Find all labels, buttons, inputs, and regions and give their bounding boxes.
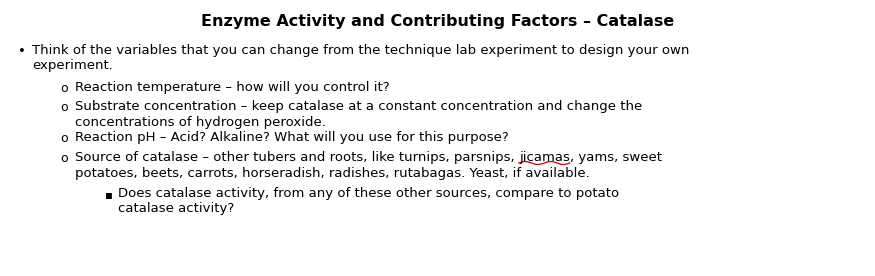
Text: Reaction temperature – how will you control it?: Reaction temperature – how will you cont… <box>75 81 389 94</box>
Text: , yams, sweet: , yams, sweet <box>570 151 662 164</box>
Text: o: o <box>60 101 67 114</box>
Text: Substrate concentration – keep catalase at a constant concentration and change t: Substrate concentration – keep catalase … <box>75 100 642 113</box>
Text: Think of the variables that you can change from the technique lab experiment to : Think of the variables that you can chan… <box>32 44 690 57</box>
Text: experiment.: experiment. <box>32 59 113 72</box>
Text: ▪: ▪ <box>105 188 113 201</box>
Text: •: • <box>18 45 26 58</box>
Text: o: o <box>60 152 67 165</box>
Text: potatoes, beets, carrots, horseradish, radishes, rutabagas. Yeast, if available.: potatoes, beets, carrots, horseradish, r… <box>75 167 590 180</box>
Text: o: o <box>60 82 67 95</box>
Text: Does catalase activity, from any of these other sources, compare to potato: Does catalase activity, from any of thes… <box>118 187 620 200</box>
Text: o: o <box>60 132 67 145</box>
Text: Reaction pH – Acid? Alkaline? What will you use for this purpose?: Reaction pH – Acid? Alkaline? What will … <box>75 131 508 144</box>
Text: Source of catalase – other tubers and roots, like turnips, parsnips,: Source of catalase – other tubers and ro… <box>75 151 519 164</box>
Text: jicamas: jicamas <box>519 151 570 164</box>
Text: catalase activity?: catalase activity? <box>118 202 234 215</box>
Text: concentrations of hydrogen peroxide.: concentrations of hydrogen peroxide. <box>75 116 326 129</box>
Text: Enzyme Activity and Contributing Factors – Catalase: Enzyme Activity and Contributing Factors… <box>201 14 674 29</box>
